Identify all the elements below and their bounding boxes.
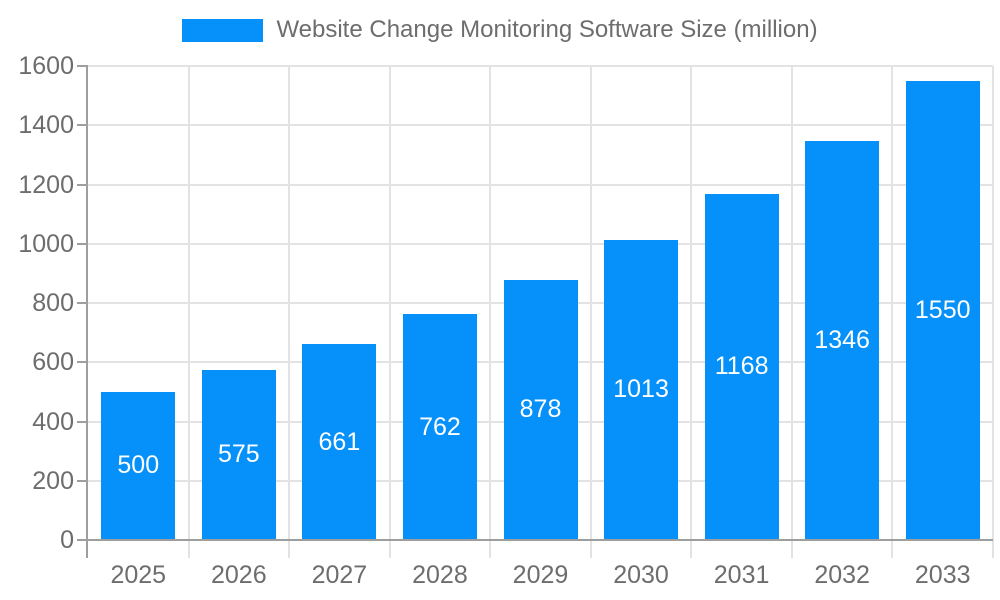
y-axis-tick	[77, 302, 88, 304]
bar-value-label: 1550	[914, 295, 971, 324]
y-axis-tick	[77, 420, 88, 423]
x-gridline	[288, 66, 291, 558]
y-axis-label: 0	[60, 526, 74, 554]
x-gridline	[589, 66, 592, 558]
x-gridline	[489, 66, 492, 558]
x-gridline	[891, 66, 894, 558]
bar-value-label: 762	[419, 412, 461, 441]
y-axis-tick	[77, 361, 88, 364]
x-axis-label: 2026	[211, 561, 267, 589]
bar[interactable]: 762	[402, 314, 477, 540]
x-axis-label: 2025	[110, 561, 167, 589]
x-gridline	[388, 66, 391, 558]
x-axis-line	[86, 539, 993, 541]
x-axis-label: 2029	[512, 561, 569, 589]
y-axis-tick	[77, 479, 88, 482]
x-gridline	[790, 66, 793, 558]
bar[interactable]: 878	[503, 279, 578, 540]
y-axis-tick	[77, 124, 88, 127]
x-axis-label: 2027	[311, 561, 368, 589]
y-axis-label: 1200	[18, 170, 74, 199]
bar[interactable]: 500	[101, 391, 176, 540]
bar[interactable]: 575	[201, 369, 276, 540]
x-axis-label: 2033	[914, 561, 971, 589]
bar-value-label: 661	[318, 427, 361, 456]
y-axis-label: 600	[32, 348, 74, 377]
y-axis-tick	[77, 539, 88, 541]
bar[interactable]: 1346	[805, 141, 880, 540]
y-axis-label: 400	[32, 407, 74, 436]
y-axis-tick	[77, 65, 88, 67]
bar-value-label: 500	[117, 451, 160, 480]
bar-value-label: 1346	[814, 326, 870, 355]
legend[interactable]: Website Change Monitoring Software Size …	[0, 18, 1000, 42]
x-axis-label: 2032	[814, 561, 870, 589]
x-gridline	[187, 66, 190, 558]
bar-value-label: 1168	[714, 352, 769, 381]
y-axis-tick	[77, 242, 88, 245]
legend-label: Website Change Monitoring Software Size …	[276, 16, 818, 43]
y-gridline	[88, 124, 993, 127]
x-gridline	[992, 66, 994, 558]
bar[interactable]: 1550	[905, 80, 980, 540]
y-axis-label: 800	[32, 289, 74, 317]
y-axis-label: 1600	[18, 52, 74, 80]
y-gridline	[88, 183, 993, 186]
y-axis-line	[86, 66, 88, 558]
y-axis-label: 200	[32, 466, 74, 495]
x-axis-label: 2030	[613, 561, 669, 589]
y-gridline	[88, 65, 993, 67]
legend-swatch-icon	[182, 18, 264, 42]
y-axis-tick	[77, 183, 88, 186]
bar-value-label: 575	[217, 440, 260, 469]
y-axis-label: 1400	[18, 111, 74, 140]
bar[interactable]: 1013	[604, 239, 679, 540]
bar-value-label: 1013	[613, 375, 669, 404]
bar[interactable]: 1168	[704, 193, 779, 540]
y-gridline	[88, 242, 993, 245]
x-axis-label: 2031	[713, 561, 770, 589]
y-axis-label: 1000	[18, 229, 74, 258]
x-axis-label: 2028	[412, 561, 468, 589]
bar-value-label: 878	[519, 395, 562, 424]
bar[interactable]: 661	[302, 344, 377, 540]
x-gridline	[690, 66, 693, 558]
